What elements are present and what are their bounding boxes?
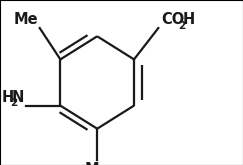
Text: CO: CO [161, 12, 184, 27]
Text: N: N [12, 90, 24, 105]
Text: Me: Me [14, 12, 38, 27]
Text: Me: Me [85, 162, 110, 165]
Text: H: H [1, 90, 14, 105]
Text: 2: 2 [10, 98, 17, 108]
Text: H: H [183, 12, 195, 27]
Text: 2: 2 [179, 20, 186, 31]
